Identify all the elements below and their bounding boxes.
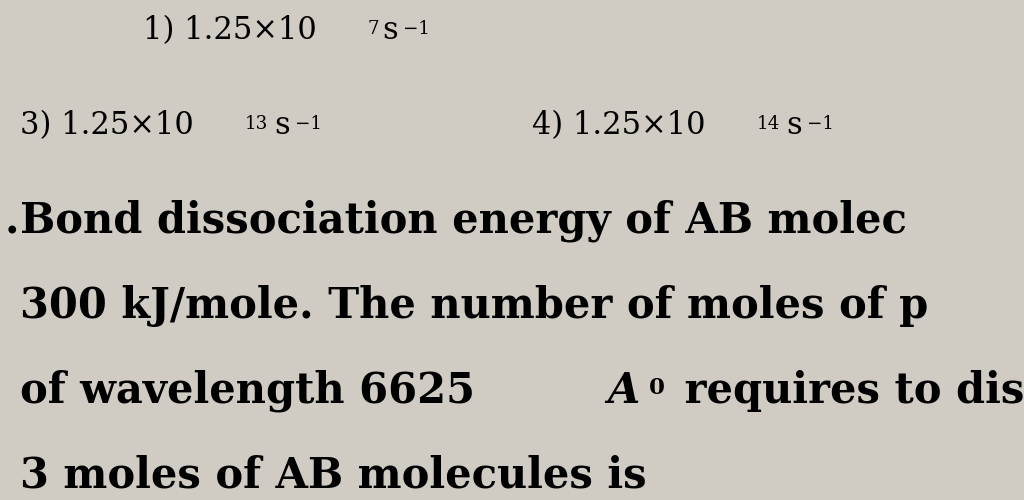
Text: −1: −1	[807, 115, 834, 133]
Text: s: s	[786, 110, 802, 141]
Text: s: s	[274, 110, 291, 141]
Text: 14: 14	[757, 115, 779, 133]
Text: 300 kJ/mole. The number of moles of p: 300 kJ/mole. The number of moles of p	[20, 285, 929, 327]
Text: −1: −1	[402, 20, 430, 38]
Text: 13: 13	[245, 115, 268, 133]
Text: Bond dissociation energy of AB molec: Bond dissociation energy of AB molec	[20, 200, 907, 242]
Text: s: s	[383, 15, 398, 46]
Text: of wavelength 6625: of wavelength 6625	[20, 370, 475, 412]
Text: 3) 1.25×10: 3) 1.25×10	[20, 110, 195, 141]
Text: 4) 1.25×10: 4) 1.25×10	[532, 110, 706, 141]
Text: 3 moles of AB molecules is: 3 moles of AB molecules is	[20, 455, 647, 497]
Text: 0: 0	[649, 378, 666, 400]
Text: −1: −1	[295, 115, 322, 133]
Text: 1) 1.25×10: 1) 1.25×10	[143, 15, 317, 46]
Text: 7: 7	[368, 20, 379, 38]
Text: .: .	[5, 200, 19, 242]
Text: A: A	[607, 370, 640, 412]
Text: requires to dis: requires to dis	[670, 370, 1024, 412]
